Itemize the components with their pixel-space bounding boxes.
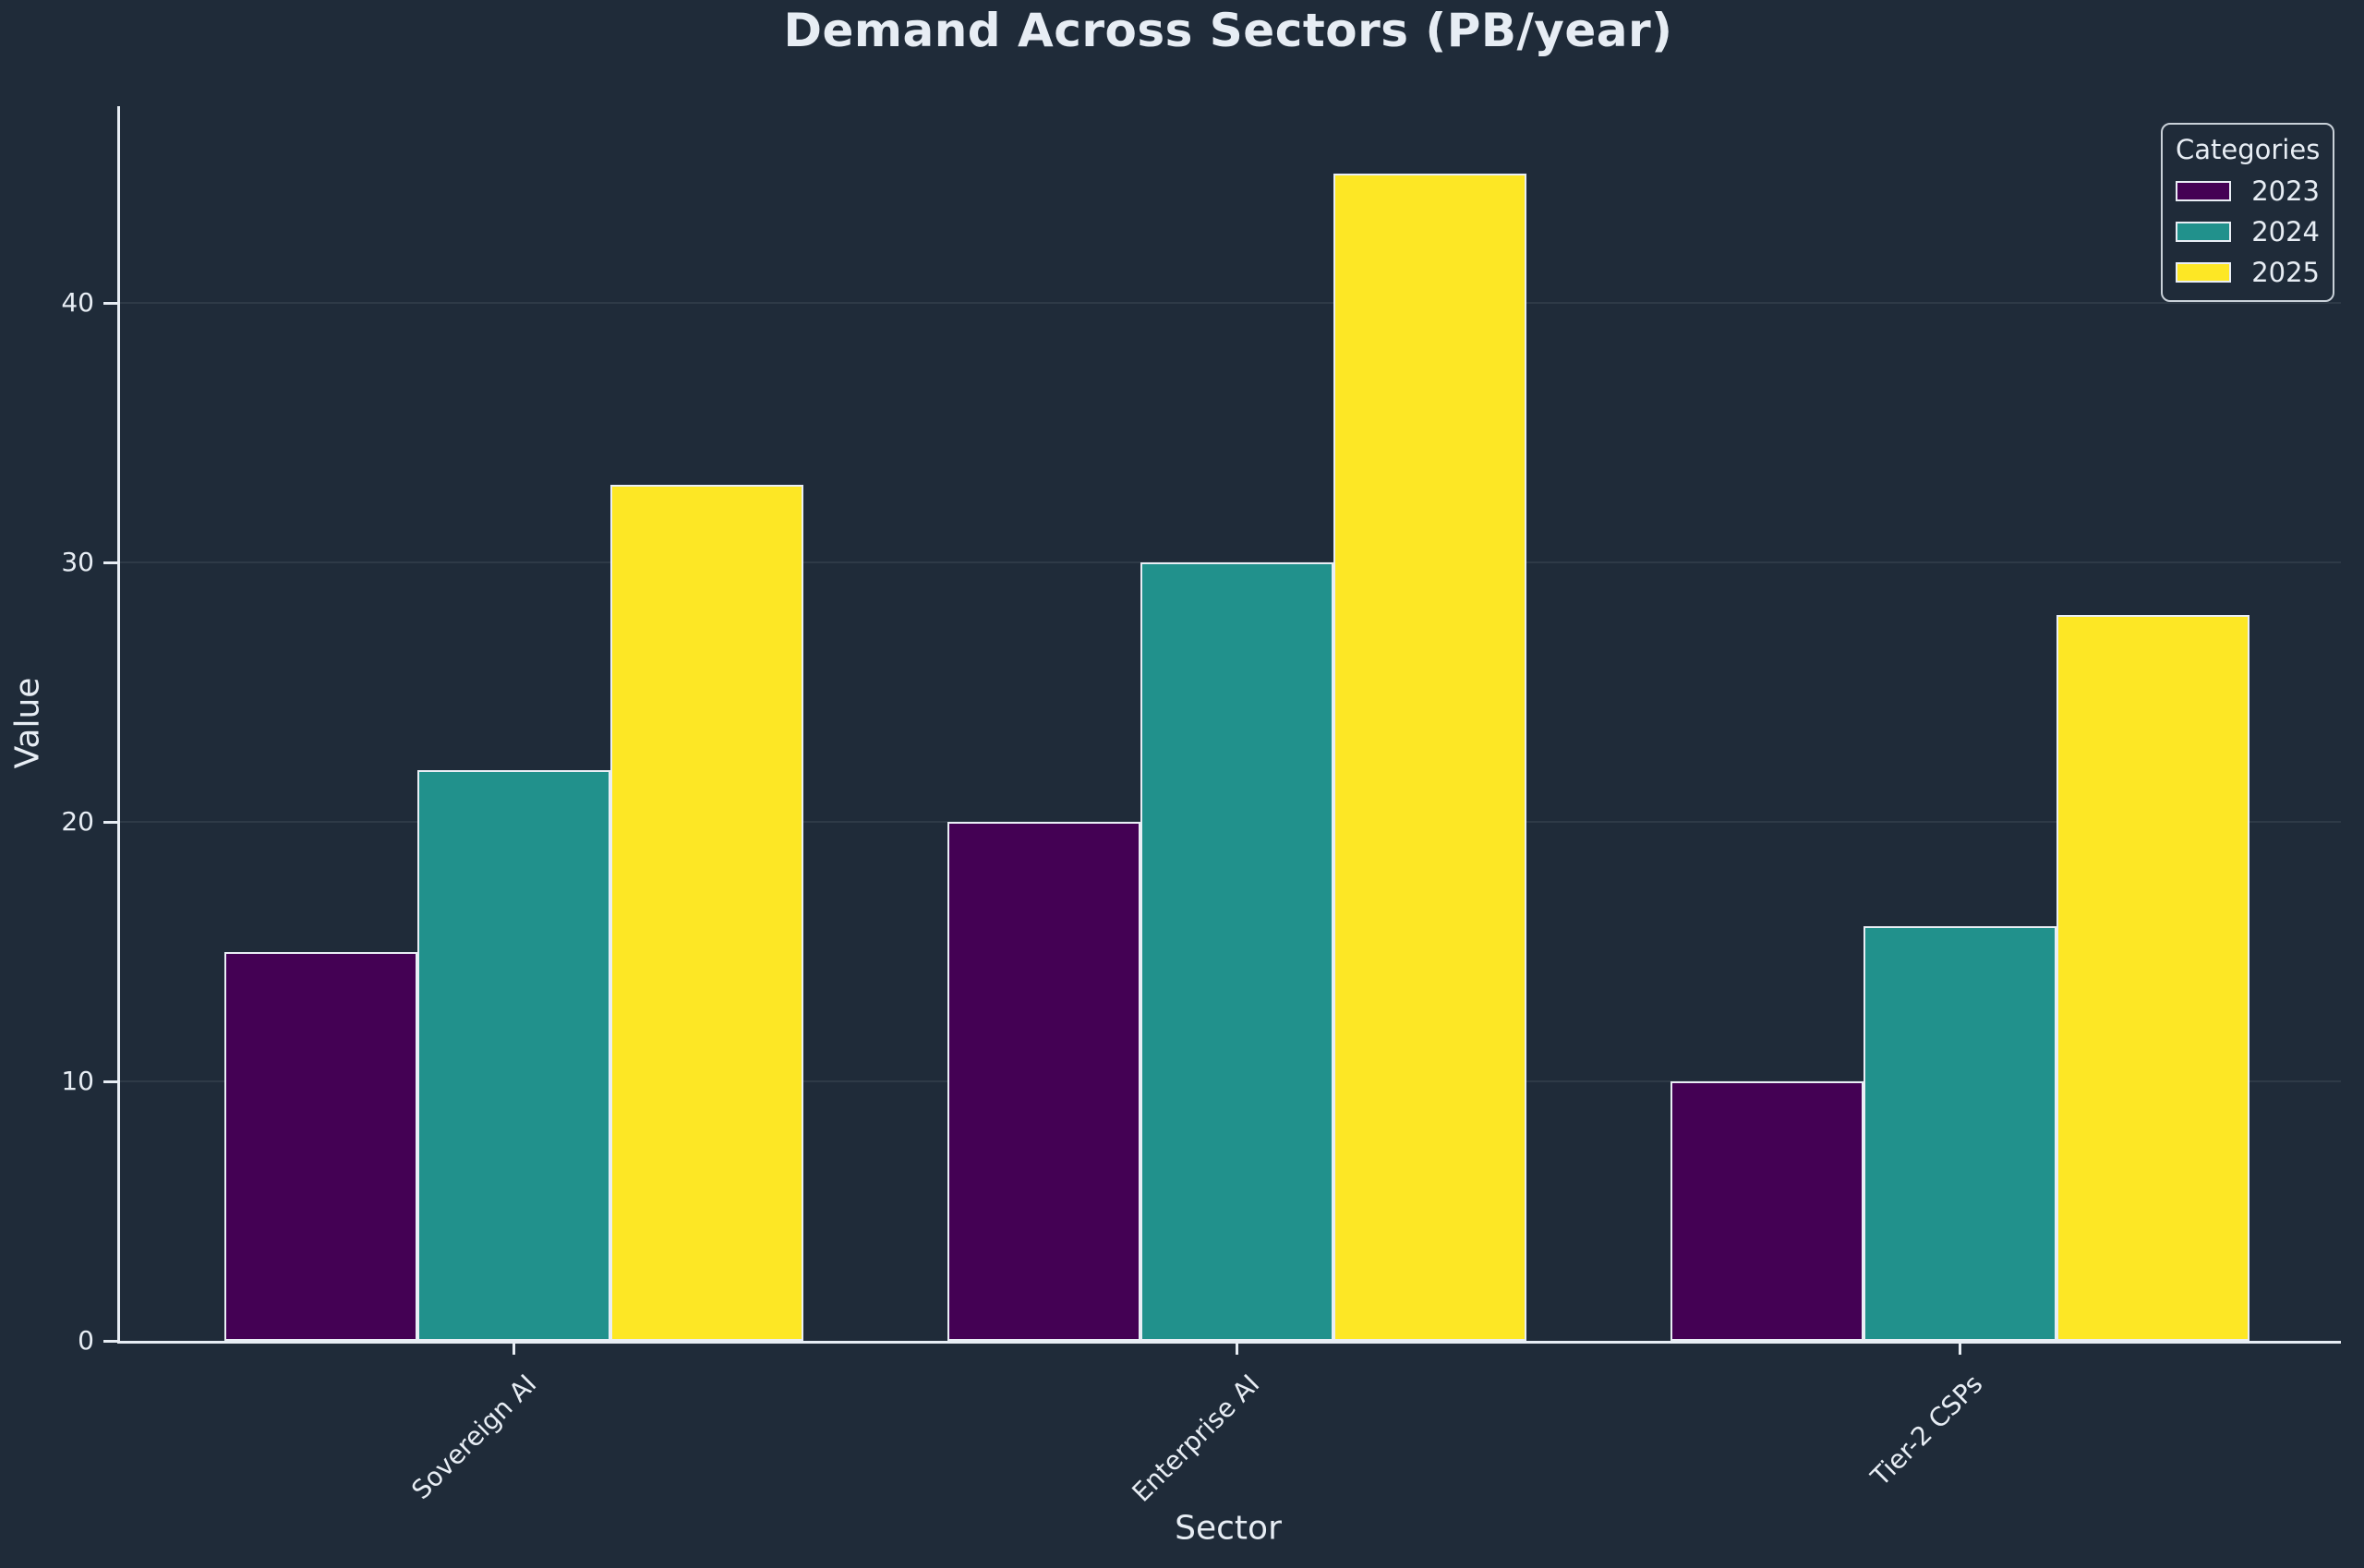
y-tick-mark-30 [103, 561, 117, 564]
y-tick-mark-20 [103, 820, 117, 824]
bar-tier-2-csps-2023 [1670, 1081, 1863, 1341]
y-tick-label-10: 10 [61, 1066, 94, 1097]
x-axis-label: Sector [1175, 1509, 1282, 1548]
bar-tier-2-csps-2025 [2056, 615, 2249, 1341]
bar-tier-2-csps-2024 [1863, 926, 2056, 1341]
bar-sovereign-ai-2025 [609, 485, 803, 1341]
bar-sovereign-ai-2024 [416, 770, 610, 1341]
legend-entry-2025: 2025 [2176, 258, 2320, 287]
y-tick-mark-10 [103, 1080, 117, 1083]
legend-entries: 2023 2024 2025 [2176, 176, 2320, 287]
x-tick-label-sovereign-ai: Sovereign AI [405, 1369, 543, 1506]
gridline-y-40 [120, 302, 2341, 305]
y-axis-label: Value [8, 677, 47, 769]
y-tick-label-30: 30 [61, 547, 94, 578]
legend-entry-2023: 2023 [2176, 176, 2320, 206]
y-tick-label-0: 0 [78, 1325, 94, 1356]
x-tick-mark-tier-2-csps [1958, 1341, 1961, 1355]
x-tick-label-tier-2-csps: Tier-2 CSPs [1864, 1369, 1989, 1492]
bar-enterprise-ai-2025 [1333, 174, 1526, 1341]
legend: Categories 2023 2024 2025 [2161, 123, 2334, 302]
bar-enterprise-ai-2023 [947, 822, 1140, 1341]
y-tick-mark-40 [103, 301, 117, 305]
y-tick-label-20: 20 [61, 806, 94, 838]
chart-title: Demand Across Sectors (PB/year) [783, 4, 1673, 57]
legend-swatch-2023 [2176, 181, 2231, 201]
legend-swatch-2025 [2176, 262, 2231, 283]
legend-title: Categories [2176, 134, 2321, 165]
x-tick-mark-enterprise-ai [1235, 1341, 1238, 1355]
y-tick-label-40: 40 [61, 287, 94, 319]
legend-label-2025: 2025 [2251, 257, 2320, 288]
legend-swatch-2024 [2176, 222, 2231, 242]
bar-enterprise-ai-2024 [1140, 562, 1333, 1341]
legend-label-2024: 2024 [2251, 216, 2320, 247]
legend-entry-2024: 2024 [2176, 217, 2320, 247]
x-tick-label-enterprise-ai: Enterprise AI [1126, 1369, 1266, 1508]
bar-sovereign-ai-2023 [223, 952, 417, 1341]
x-tick-mark-sovereign-ai [512, 1341, 515, 1355]
legend-label-2023: 2023 [2251, 175, 2320, 207]
plot-area: Categories 2023 2024 2025 0 10 20 30 40 Soverei… [61, 106, 2341, 1508]
y-tick-mark-0 [103, 1339, 117, 1343]
